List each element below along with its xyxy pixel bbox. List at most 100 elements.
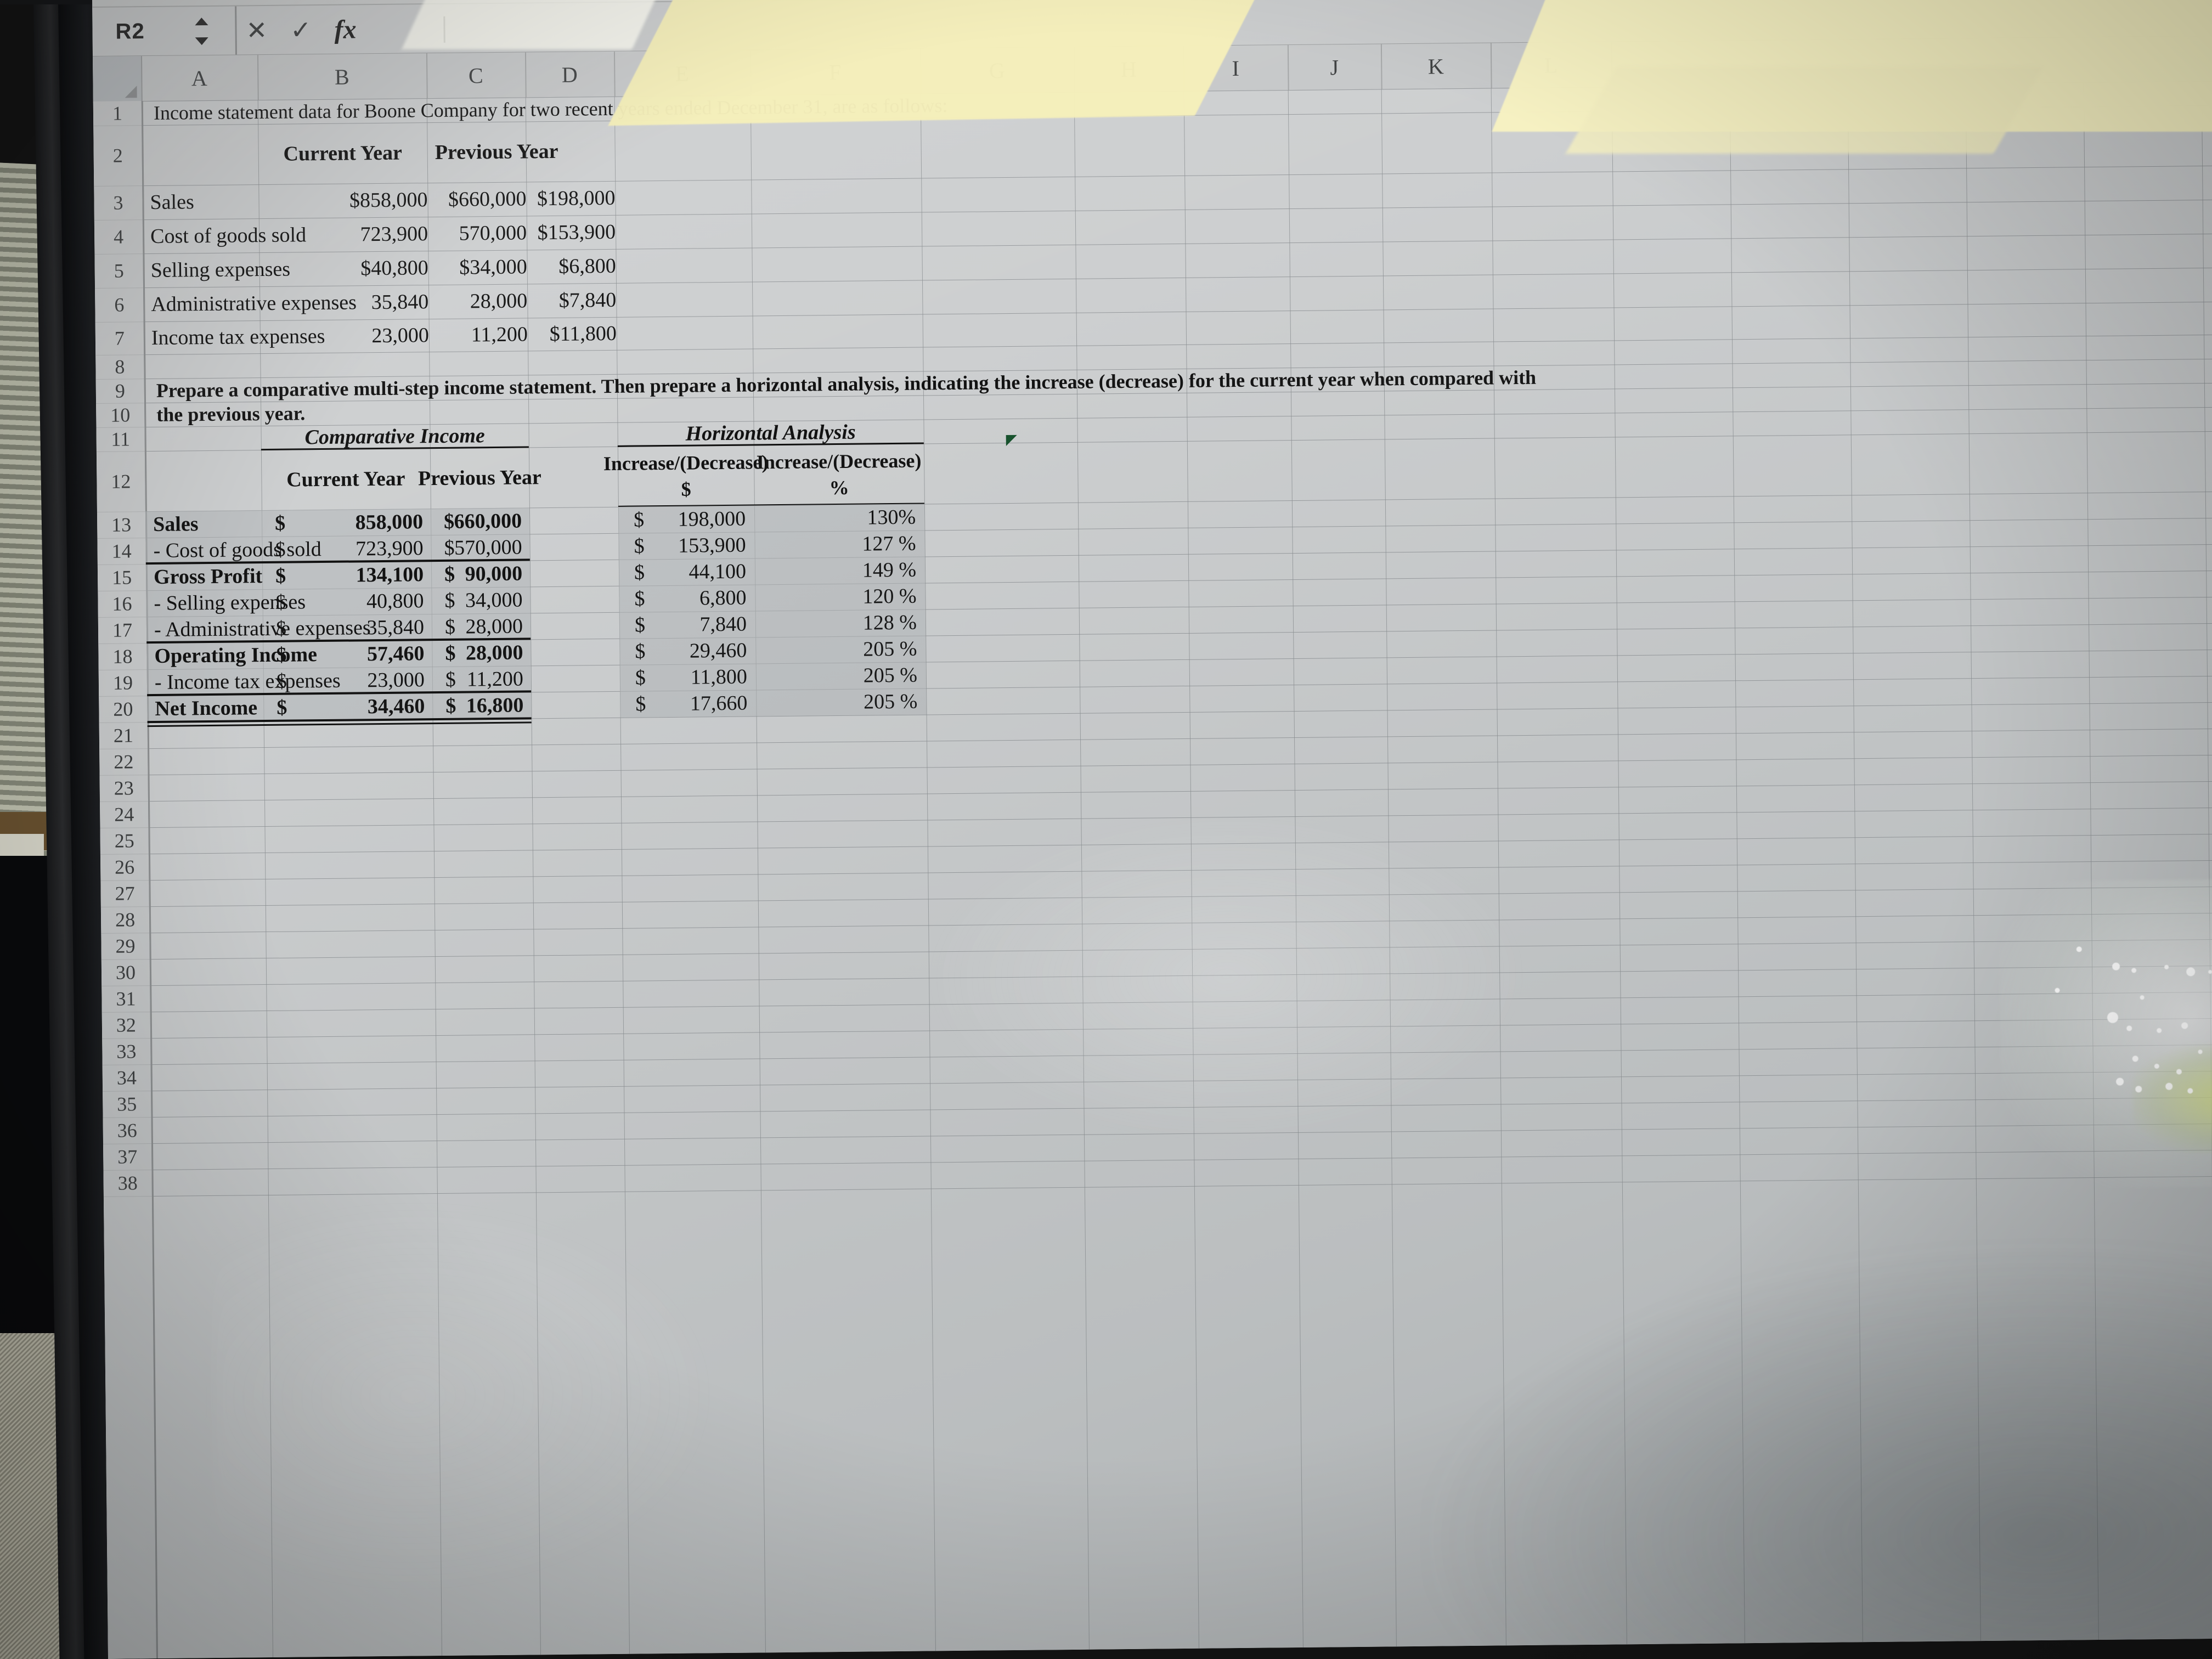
cell-c4-previous[interactable]: 570,000 [459, 221, 527, 245]
cell-a13-label[interactable]: Sales [153, 512, 199, 536]
cell-b17-current-year-value[interactable]: 35,840 [366, 616, 425, 640]
row-header-3[interactable]: 3 [94, 185, 143, 221]
cell-c6-previous[interactable]: 28,000 [470, 289, 528, 313]
cell-a14-label[interactable]: - Cost of goods sold [153, 538, 321, 562]
cell-b15-current-year-value[interactable]: 134,100 [356, 563, 424, 587]
row-header-19[interactable]: 19 [98, 669, 148, 697]
name-box-spinner[interactable] [194, 17, 208, 46]
cell-e19-increase-decrease-dollar[interactable]: 11,800 [690, 665, 748, 689]
cell-f17-increase-decrease-percent[interactable]: 128 % [862, 611, 917, 635]
row-header-18[interactable]: 18 [98, 643, 147, 670]
cell-f18-increase-decrease-percent[interactable]: 205 % [863, 637, 917, 661]
cell-a19-label[interactable]: - Income tax expenses [154, 669, 341, 694]
cell-c13-previous-year-value[interactable]: 660,000 [454, 509, 522, 533]
cell-b18-current-year-value[interactable]: 57,460 [366, 642, 425, 666]
row-header-15[interactable]: 15 [97, 564, 146, 591]
cell-a6-label[interactable]: Administrative expenses [151, 291, 357, 316]
column-header-b[interactable]: B [257, 53, 428, 100]
cell-c19-previous-year-value[interactable]: 11,200 [466, 667, 524, 691]
column-header-l[interactable]: L [1490, 42, 1613, 88]
row-header-22[interactable]: 22 [99, 748, 148, 776]
row-header-20[interactable]: 20 [99, 696, 148, 723]
cell-a4-label[interactable]: Cost of goods sold [150, 223, 307, 248]
column-header-h[interactable]: H [1073, 46, 1185, 92]
cell-e17-increase-decrease-dollar[interactable]: 7,840 [699, 612, 747, 636]
cell-group-header-comparative-income[interactable]: Comparative Income [304, 424, 485, 449]
cell-c18-previous-year-value[interactable]: 28,000 [465, 641, 523, 665]
row-header-38[interactable]: 38 [103, 1170, 152, 1197]
row-header-23[interactable]: 23 [99, 775, 149, 802]
cell-b19-current-year-value[interactable]: 23,000 [367, 668, 425, 692]
row-header-33[interactable]: 33 [102, 1038, 151, 1065]
cell-e13-increase-decrease-dollar[interactable]: 198,000 [678, 507, 746, 531]
cell-a15-label[interactable]: Gross Profit [153, 565, 263, 589]
row-header-28[interactable]: 28 [100, 906, 150, 934]
row-header-29[interactable]: 29 [101, 933, 150, 960]
cells-area[interactable]: Income statement data for Boone Company … [141, 81, 2212, 1659]
cell-a7-label[interactable]: Income tax expenses [151, 324, 325, 349]
column-header-j[interactable]: J [1287, 44, 1383, 91]
cell-f13-increase-decrease-percent[interactable]: 130% [867, 505, 916, 529]
row-header-24[interactable]: 24 [100, 801, 149, 828]
cell-b4-current[interactable]: 723,900 [360, 222, 428, 246]
cell-b16-current-year-value[interactable]: 40,800 [366, 589, 424, 613]
insert-function-fx-icon[interactable]: fx [334, 14, 357, 44]
row-header-9[interactable]: 9 [95, 379, 145, 404]
cell-b13-current-year-value[interactable]: 858,000 [355, 510, 424, 534]
row-header-25[interactable]: 25 [100, 827, 149, 855]
row-header-27[interactable]: 27 [100, 880, 149, 907]
cell-f14-increase-decrease-percent[interactable]: 127 % [862, 532, 916, 556]
row-header-35[interactable]: 35 [103, 1091, 151, 1118]
column-header-c[interactable]: C [426, 52, 527, 99]
row-header-11[interactable]: 11 [96, 427, 145, 452]
cell-d6-difference[interactable]: $7,840 [558, 288, 617, 312]
row-header-37[interactable]: 37 [103, 1143, 152, 1171]
row-header-30[interactable]: 30 [101, 959, 150, 986]
spinner-down-icon[interactable] [195, 37, 208, 46]
column-header-d[interactable]: D [524, 51, 616, 98]
cell-b14-current-year-value[interactable]: 723,900 [355, 537, 424, 561]
cell-d5-difference[interactable]: $6,800 [558, 254, 616, 278]
cell-c3-previous[interactable]: $660,000 [448, 187, 527, 211]
cell-b6-current[interactable]: 35,840 [371, 290, 429, 314]
cell-a16-label[interactable]: - Selling expenses [154, 590, 306, 615]
cell-c16-previous-year-value[interactable]: 34,000 [465, 588, 523, 612]
cell-a5-label[interactable]: Selling expenses [150, 257, 291, 282]
row-header-32[interactable]: 32 [101, 1012, 151, 1039]
column-header-e[interactable]: E [613, 50, 752, 97]
cell-e15-increase-decrease-dollar[interactable]: 44,100 [689, 560, 747, 584]
cell-header-increase-decrease-percent-symbol[interactable]: % [829, 476, 849, 499]
cell-c7-previous[interactable]: 11,200 [471, 323, 528, 347]
cell-c17-previous-year-value[interactable]: 28,000 [465, 614, 523, 639]
row-header-17[interactable]: 17 [98, 617, 147, 644]
row-header-21[interactable]: 21 [99, 722, 148, 749]
column-header-a[interactable]: A [140, 55, 259, 101]
cell-header-previous-year[interactable]: Previous Year [417, 466, 541, 490]
confirm-check-icon[interactable]: ✓ [290, 15, 312, 44]
row-header-34[interactable]: 34 [102, 1064, 151, 1092]
cell-c2-previous-year-header[interactable]: Previous Year [435, 139, 558, 165]
row-header-26[interactable]: 26 [100, 854, 149, 881]
row-header-4[interactable]: 4 [94, 219, 143, 255]
cell-b5-current[interactable]: $40,800 [360, 256, 428, 280]
cell-a17-label[interactable]: - Administrative expenses [154, 616, 371, 641]
row-header-6[interactable]: 6 [95, 287, 144, 323]
cell-b2-current-year-header[interactable]: Current Year [283, 141, 403, 166]
row-header-13[interactable]: 13 [97, 511, 146, 539]
row-header-31[interactable]: 31 [101, 985, 150, 1013]
cell-d7-difference[interactable]: $11,800 [549, 321, 617, 346]
cell-d4-difference[interactable]: $153,900 [537, 220, 616, 245]
cell-c20-previous-year-value[interactable]: 16,800 [466, 693, 524, 718]
cell-d3-difference[interactable]: $198,000 [537, 186, 616, 211]
cell-e20-increase-decrease-dollar[interactable]: 17,660 [690, 691, 748, 715]
cell-a20-label[interactable]: Net Income [155, 696, 258, 720]
cell-e16-increase-decrease-dollar[interactable]: 6,800 [699, 586, 747, 610]
name-box[interactable]: R2 [92, 6, 237, 56]
comment-indicator-icon[interactable] [1006, 435, 1017, 447]
cell-c15-previous-year-value[interactable]: 90,000 [465, 562, 523, 586]
cell-header-current-year[interactable]: Current Year [286, 467, 405, 492]
cell-a3-label[interactable]: Sales [150, 190, 194, 215]
cell-b20-current-year-value[interactable]: 34,460 [367, 695, 425, 719]
cell-header-increase-decrease-percent[interactable]: Increase/(Decrease) [756, 449, 922, 473]
cell-f15-increase-decrease-percent[interactable]: 149 % [862, 558, 917, 582]
